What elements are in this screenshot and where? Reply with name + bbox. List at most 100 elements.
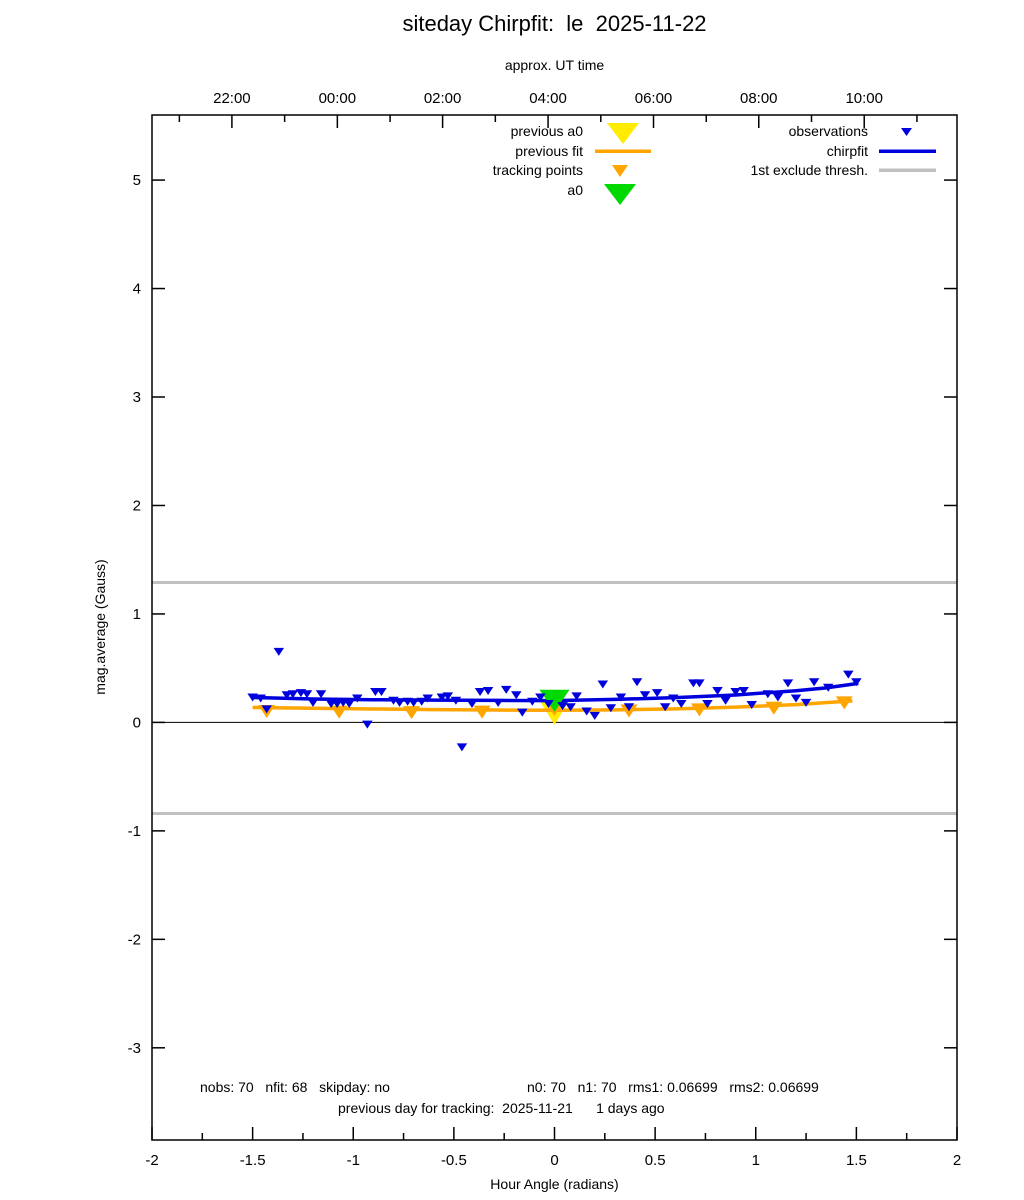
- observation-marker: [694, 679, 705, 688]
- x-tick-label: 0.5: [645, 1152, 666, 1169]
- y-tick-label: 1: [133, 606, 141, 623]
- tracking-point-marker: [690, 703, 708, 717]
- legend-label-previous-a0: previous a0: [510, 123, 583, 139]
- observation-marker: [676, 699, 687, 708]
- y-tick-label: -1: [128, 823, 141, 840]
- legend-label-a0: a0: [567, 182, 583, 198]
- observation-marker: [659, 703, 671, 712]
- a0-marker: [539, 689, 570, 712]
- observation-marker: [730, 688, 741, 697]
- observation-marker: [511, 691, 522, 700]
- legend-observations-icon: [901, 128, 912, 136]
- observation-marker: [247, 693, 258, 702]
- legend-label-tracking-points: tracking points: [492, 162, 583, 178]
- observation-marker: [746, 701, 757, 710]
- x-tick-label: -0.5: [441, 1152, 467, 1169]
- tracking-point-marker: [403, 706, 421, 720]
- observation-marker: [623, 703, 635, 712]
- observation-marker: [605, 704, 617, 713]
- observation-marker: [474, 688, 486, 697]
- legend-label-previous-fit: previous fit: [515, 143, 583, 159]
- observation-marker: [772, 693, 784, 702]
- observation-marker: [362, 720, 373, 729]
- stats-n0-n1-rms: n0: 70 n1: 70 rms1: 0.06699 rms2: 0.0669…: [527, 1079, 819, 1095]
- observation-marker: [343, 699, 355, 708]
- observation-marker: [517, 708, 528, 717]
- y-tick-label: 3: [133, 389, 141, 406]
- observation-marker: [331, 699, 343, 708]
- observation-marker: [281, 691, 293, 700]
- ut-tick-label: 00:00: [319, 90, 357, 107]
- observation-marker: [822, 683, 834, 692]
- tracking-point-marker: [330, 705, 348, 719]
- observation-marker: [667, 694, 679, 703]
- ut-tick-label: 04:00: [529, 90, 567, 107]
- observation-marker: [712, 686, 723, 695]
- observation-marker: [315, 690, 327, 699]
- observation-marker: [790, 694, 802, 703]
- x-tick-label: 1.5: [846, 1152, 867, 1169]
- observation-marker: [631, 678, 643, 687]
- x-tick-label: 2: [953, 1152, 961, 1169]
- top-axis-label: approx. UT time: [504, 57, 605, 73]
- ut-tick-label: 02:00: [424, 90, 462, 107]
- observation-marker: [287, 690, 299, 699]
- legend-label-exclude-thresh: 1st exclude thresh.: [750, 162, 868, 178]
- observation-marker: [442, 692, 454, 701]
- observation-marker: [466, 699, 478, 708]
- observation-marker: [301, 690, 313, 699]
- legend-chirpfit-line-icon: [879, 149, 936, 153]
- observation-marker: [581, 707, 592, 716]
- x-tick-label: -1.5: [240, 1152, 266, 1169]
- observation-marker: [738, 686, 749, 695]
- observation-marker: [543, 699, 554, 708]
- tracking-point-marker: [473, 705, 491, 719]
- observation-marker: [500, 685, 512, 694]
- legend-previous-a0-icon: [607, 123, 639, 144]
- observation-marker: [571, 692, 582, 701]
- observation-marker: [565, 703, 576, 712]
- ut-tick-label: 06:00: [635, 90, 673, 107]
- stats-previous-day: previous day for tracking: 2025-11-21 1 …: [338, 1100, 665, 1116]
- legend-label-observations: observations: [788, 123, 868, 139]
- observation-marker: [843, 670, 854, 679]
- observation-marker: [702, 699, 713, 708]
- observation-marker: [388, 696, 399, 705]
- observation-marker: [394, 698, 405, 707]
- tracking-point-marker: [765, 701, 783, 715]
- y-tick-label: 5: [133, 172, 141, 189]
- observation-marker: [615, 693, 627, 702]
- observation-marker: [456, 743, 468, 752]
- observation-marker: [307, 698, 319, 707]
- observation-marker: [261, 705, 272, 714]
- ut-tick-label: 22:00: [213, 90, 251, 107]
- observation-marker: [422, 694, 433, 703]
- observation-marker: [589, 711, 600, 720]
- x-tick-label: 0: [550, 1152, 558, 1169]
- observation-marker: [651, 689, 663, 698]
- y-tick-label: 2: [133, 497, 141, 514]
- stats-nobs-nfit-skipday: nobs: 70 nfit: 68 skipday: no: [200, 1079, 390, 1095]
- observation-marker: [408, 698, 419, 707]
- x-tick-label: -1: [347, 1152, 360, 1169]
- tracking-point-marker: [835, 696, 853, 710]
- legend-previous-fit-line-icon: [595, 149, 651, 153]
- observation-marker: [436, 693, 448, 702]
- y-tick-label: -3: [128, 1040, 141, 1057]
- observation-marker: [255, 694, 266, 703]
- observation-marker: [639, 691, 651, 700]
- observation-marker: [527, 697, 538, 706]
- observation-marker: [482, 686, 494, 695]
- plot-border: [151, 114, 958, 1141]
- observation-marker: [557, 702, 568, 711]
- legend-tracking-points-icon: [612, 165, 628, 177]
- observation-marker: [597, 680, 609, 689]
- observation-marker: [352, 694, 363, 703]
- y-tick-label: 4: [133, 281, 141, 298]
- ut-tick-label: 10:00: [845, 90, 883, 107]
- observation-marker: [782, 679, 794, 688]
- chirpfit-line: [252, 681, 859, 703]
- y-tick-label: -2: [128, 931, 141, 948]
